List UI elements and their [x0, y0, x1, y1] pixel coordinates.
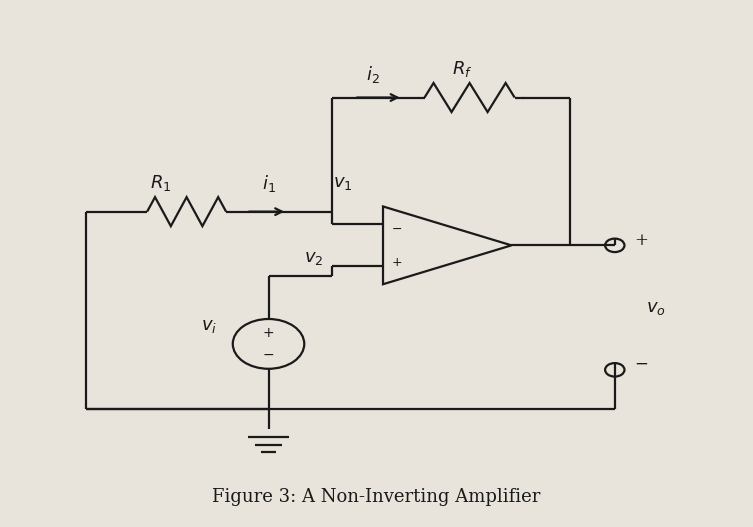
Text: $v_1$: $v_1$ — [334, 174, 352, 192]
Text: $i_1$: $i_1$ — [261, 173, 276, 193]
Text: $v_o$: $v_o$ — [646, 299, 666, 317]
Text: $-$: $-$ — [391, 222, 402, 235]
Text: $v_i$: $v_i$ — [201, 317, 217, 335]
Text: $R_1$: $R_1$ — [150, 173, 171, 193]
Text: $i_2$: $i_2$ — [366, 64, 380, 85]
Text: $+$: $+$ — [391, 256, 402, 269]
Text: Figure 3: A Non-Inverting Amplifier: Figure 3: A Non-Inverting Amplifier — [212, 488, 541, 506]
Text: −: − — [263, 347, 274, 362]
Text: −: − — [634, 356, 648, 373]
Text: +: + — [634, 232, 648, 249]
Text: +: + — [263, 326, 274, 340]
Text: $R_f$: $R_f$ — [452, 59, 472, 79]
Text: $v_2$: $v_2$ — [303, 249, 323, 267]
